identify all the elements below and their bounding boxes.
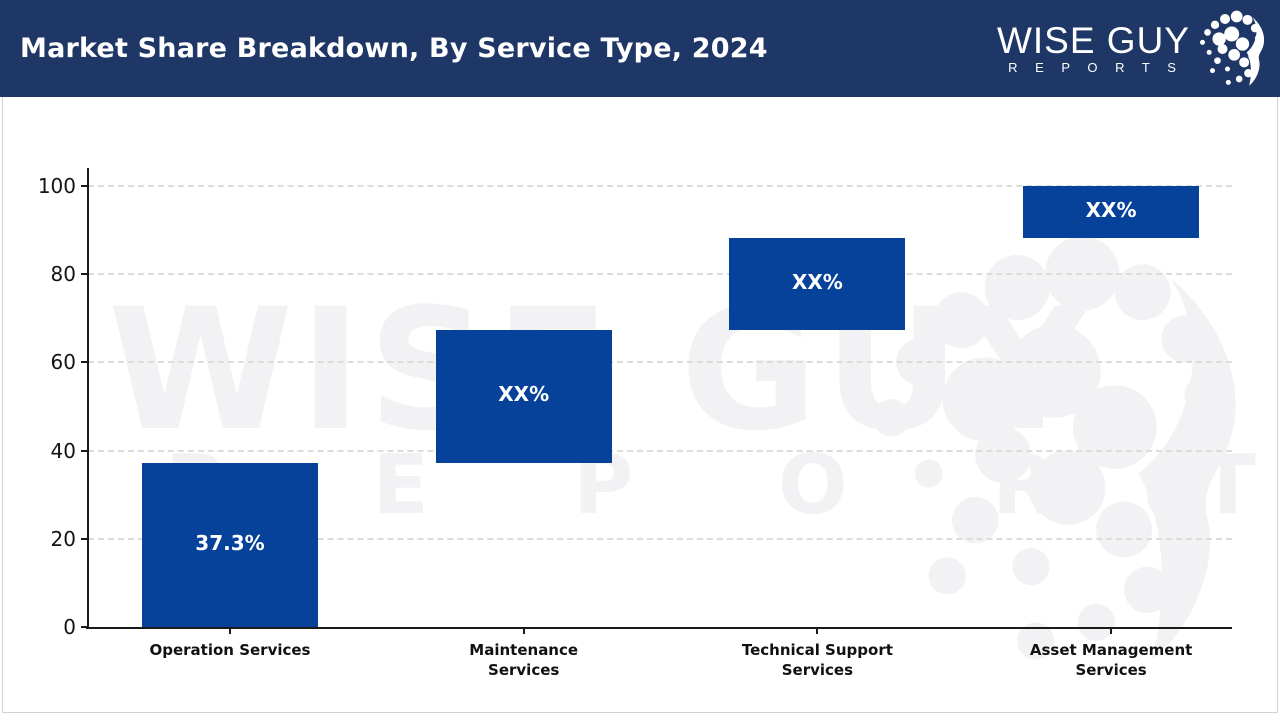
y-axis-label-0: 0 [63,615,76,639]
gridline-100 [88,185,1232,187]
y-axis-label-40: 40 [50,438,76,463]
y-axis-tick-40 [81,449,88,452]
waterfall-chart: 0 20 40 60 80 100 37.3% Operation Services XX% Ma… [0,97,1280,713]
x-axis-tick-operation-services [229,627,231,634]
y-axis-label-80: 80 [50,262,76,287]
header-bar: Market Share Breakdown, By Service Type,… [0,0,1280,97]
bar-value-label-asset-management-services: XX% [1085,198,1137,223]
logo-text: WISE GUY R E P O R T S [996,20,1190,76]
bar-technical-support-services [729,238,906,330]
bar-asset-management-services [1023,186,1200,239]
y-axis-tick-0 [81,626,88,628]
bar-value-label-technical-support-services: XX% [791,269,843,294]
gridline-80 [88,273,1232,276]
x-axis-tick-asset-management-services [1110,627,1113,634]
x-axis-line [86,627,1232,629]
x-axis-category-operation-services: Operation Services [149,641,311,659]
y-axis-tick-20 [81,537,88,540]
x-axis-category-asset-management-services: Asset Management Services [1029,641,1193,679]
y-axis-tick-60 [81,361,88,364]
gridline-60 [88,361,1232,364]
x-axis-tick-maintenance-services [522,627,525,634]
bar-operation-services [142,462,318,627]
y-axis-tick-80 [81,273,88,276]
logo-face-icon [1200,10,1265,86]
y-axis-line [87,168,89,629]
watermark-face-logo [872,236,1236,660]
gridline-20 [88,537,1232,540]
bar-maintenance-services [435,329,612,463]
y-axis-label-60: 60 [50,350,76,375]
x-axis-category-technical-support-services: Technical Support Services [741,641,893,679]
x-axis-category-maintenance-services: Maintenance Services [469,641,579,679]
wise-guy-reports-logo: WISE GUY R E P O R T S [997,9,1280,89]
y-axis-label-20: 20 [50,526,76,551]
bar-value-label-operation-services: 37.3% [195,530,265,555]
x-axis-tick-technical-support-services [816,627,819,634]
logo-wordmark: WISE GUY [996,20,1190,61]
bar-value-label-maintenance-services: XX% [498,382,550,407]
y-axis-label-100: 100 [37,174,76,198]
page-title: Market Share Breakdown, By Service Type,… [20,33,768,64]
y-axis-tick-100 [81,185,88,187]
logo-subtitle: R E P O R T S [1008,60,1183,75]
gridline-40 [88,449,1232,452]
